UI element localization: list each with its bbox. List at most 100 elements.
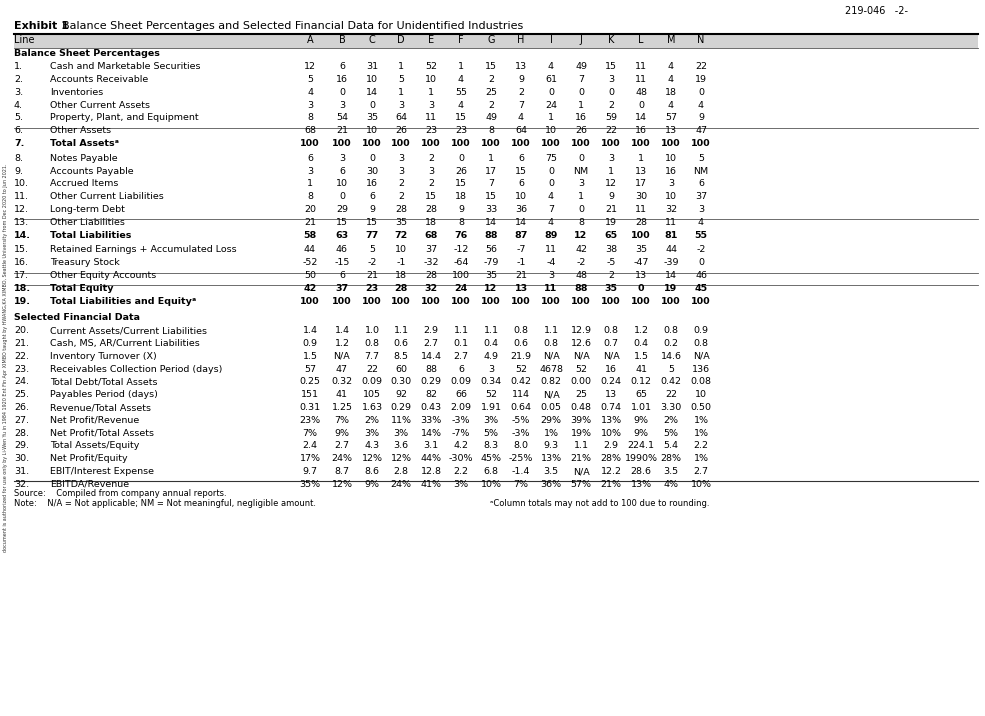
Text: 14: 14 bbox=[665, 271, 677, 280]
Text: Property, Plant, and Equipment: Property, Plant, and Equipment bbox=[50, 114, 199, 122]
Text: 0.9: 0.9 bbox=[302, 339, 317, 348]
Text: 0: 0 bbox=[638, 101, 644, 110]
Text: 0: 0 bbox=[458, 154, 464, 163]
Text: 7: 7 bbox=[488, 180, 494, 188]
Text: 26: 26 bbox=[575, 126, 587, 135]
Text: 3: 3 bbox=[339, 101, 345, 110]
Text: 2.7: 2.7 bbox=[693, 467, 708, 476]
Text: 37: 37 bbox=[336, 284, 349, 293]
Text: 0.00: 0.00 bbox=[570, 377, 592, 387]
Text: 2: 2 bbox=[428, 154, 434, 163]
Text: 11: 11 bbox=[545, 284, 558, 293]
Text: 7: 7 bbox=[518, 101, 524, 110]
Text: 0: 0 bbox=[578, 88, 584, 97]
Text: 19%: 19% bbox=[570, 429, 592, 437]
Text: 7: 7 bbox=[548, 205, 554, 214]
Text: 1: 1 bbox=[608, 167, 614, 175]
Text: 1990%: 1990% bbox=[624, 454, 658, 463]
Text: -1: -1 bbox=[516, 258, 526, 267]
Text: 0: 0 bbox=[548, 180, 554, 188]
Text: 2.7: 2.7 bbox=[424, 339, 438, 348]
Text: 0.43: 0.43 bbox=[421, 403, 441, 412]
Text: 100: 100 bbox=[451, 139, 471, 148]
Text: 18: 18 bbox=[395, 271, 407, 280]
Text: 11.: 11. bbox=[14, 193, 29, 201]
Text: B: B bbox=[339, 35, 346, 45]
Text: N/A: N/A bbox=[572, 352, 589, 361]
Text: document is authorized for use only by Li-Wen Yu in 1984 1920 Ent Fin Apr XIMBO : document is authorized for use only by L… bbox=[3, 164, 9, 552]
Text: 3: 3 bbox=[398, 101, 404, 110]
Text: 1.4: 1.4 bbox=[302, 326, 317, 335]
Text: 6.: 6. bbox=[14, 126, 23, 135]
Text: 16: 16 bbox=[575, 114, 587, 122]
Text: 1: 1 bbox=[488, 154, 494, 163]
Text: 10: 10 bbox=[665, 154, 677, 163]
Text: 0.9: 0.9 bbox=[693, 326, 708, 335]
Text: 21%: 21% bbox=[601, 480, 622, 489]
Text: 100: 100 bbox=[452, 271, 470, 280]
Text: 9%: 9% bbox=[633, 429, 648, 437]
Text: 16.: 16. bbox=[14, 258, 29, 267]
Text: 16: 16 bbox=[665, 167, 677, 175]
Text: 0: 0 bbox=[637, 284, 644, 293]
Text: 9%: 9% bbox=[335, 429, 350, 437]
Text: 33: 33 bbox=[485, 205, 497, 214]
Text: 21: 21 bbox=[515, 271, 527, 280]
Text: 3: 3 bbox=[427, 167, 434, 175]
Text: 25: 25 bbox=[575, 390, 587, 400]
Text: 13: 13 bbox=[635, 167, 647, 175]
Text: 10: 10 bbox=[695, 390, 707, 400]
Text: 100: 100 bbox=[511, 296, 531, 306]
Text: 13: 13 bbox=[605, 390, 617, 400]
Text: Accrued Items: Accrued Items bbox=[50, 180, 118, 188]
Text: 12.9: 12.9 bbox=[570, 326, 592, 335]
Text: 114: 114 bbox=[512, 390, 530, 400]
Text: 12%: 12% bbox=[390, 454, 412, 463]
Text: 17: 17 bbox=[635, 180, 647, 188]
Text: 57%: 57% bbox=[570, 480, 592, 489]
Text: 0.08: 0.08 bbox=[690, 377, 711, 387]
Text: 81: 81 bbox=[664, 231, 678, 240]
Text: 3.: 3. bbox=[14, 88, 23, 97]
Text: 1.4: 1.4 bbox=[335, 326, 350, 335]
Text: 5: 5 bbox=[307, 75, 313, 84]
Text: 0.8: 0.8 bbox=[664, 326, 679, 335]
Text: 100: 100 bbox=[571, 139, 591, 148]
Text: 0.4: 0.4 bbox=[633, 339, 648, 348]
Text: Inventory Turnover (X): Inventory Turnover (X) bbox=[50, 352, 157, 361]
Text: 4.: 4. bbox=[14, 101, 23, 110]
Text: 19: 19 bbox=[695, 75, 707, 84]
Text: 5%: 5% bbox=[484, 429, 498, 437]
Text: 0.24: 0.24 bbox=[601, 377, 622, 387]
Text: A: A bbox=[306, 35, 313, 45]
Text: 15.: 15. bbox=[14, 246, 29, 254]
Text: Accounts Receivable: Accounts Receivable bbox=[50, 75, 149, 84]
Text: 4: 4 bbox=[458, 75, 464, 84]
Text: 35: 35 bbox=[605, 284, 618, 293]
Text: 7%: 7% bbox=[513, 480, 529, 489]
Text: 100: 100 bbox=[362, 296, 382, 306]
Text: 100: 100 bbox=[571, 296, 591, 306]
Text: -52: -52 bbox=[302, 258, 318, 267]
Text: 10%: 10% bbox=[601, 429, 622, 437]
Text: C: C bbox=[368, 35, 375, 45]
Text: 1.0: 1.0 bbox=[364, 326, 379, 335]
Text: 1: 1 bbox=[307, 180, 313, 188]
Text: 19.: 19. bbox=[14, 296, 31, 306]
Text: 8: 8 bbox=[307, 193, 313, 201]
Text: -3%: -3% bbox=[512, 429, 530, 437]
Text: 10%: 10% bbox=[481, 480, 501, 489]
Text: 68: 68 bbox=[304, 126, 316, 135]
Text: 32.: 32. bbox=[14, 480, 30, 489]
Text: N/A: N/A bbox=[572, 467, 589, 476]
Text: 6: 6 bbox=[339, 271, 345, 280]
Text: 28%: 28% bbox=[661, 454, 682, 463]
Text: 88: 88 bbox=[485, 231, 497, 240]
Text: 2.09: 2.09 bbox=[450, 403, 472, 412]
Text: 13: 13 bbox=[665, 126, 677, 135]
Text: 15: 15 bbox=[485, 62, 497, 72]
Text: Line: Line bbox=[14, 35, 34, 45]
Text: NM: NM bbox=[573, 167, 589, 175]
Text: D: D bbox=[397, 35, 405, 45]
Text: Net Profit/Total Assets: Net Profit/Total Assets bbox=[50, 429, 154, 437]
